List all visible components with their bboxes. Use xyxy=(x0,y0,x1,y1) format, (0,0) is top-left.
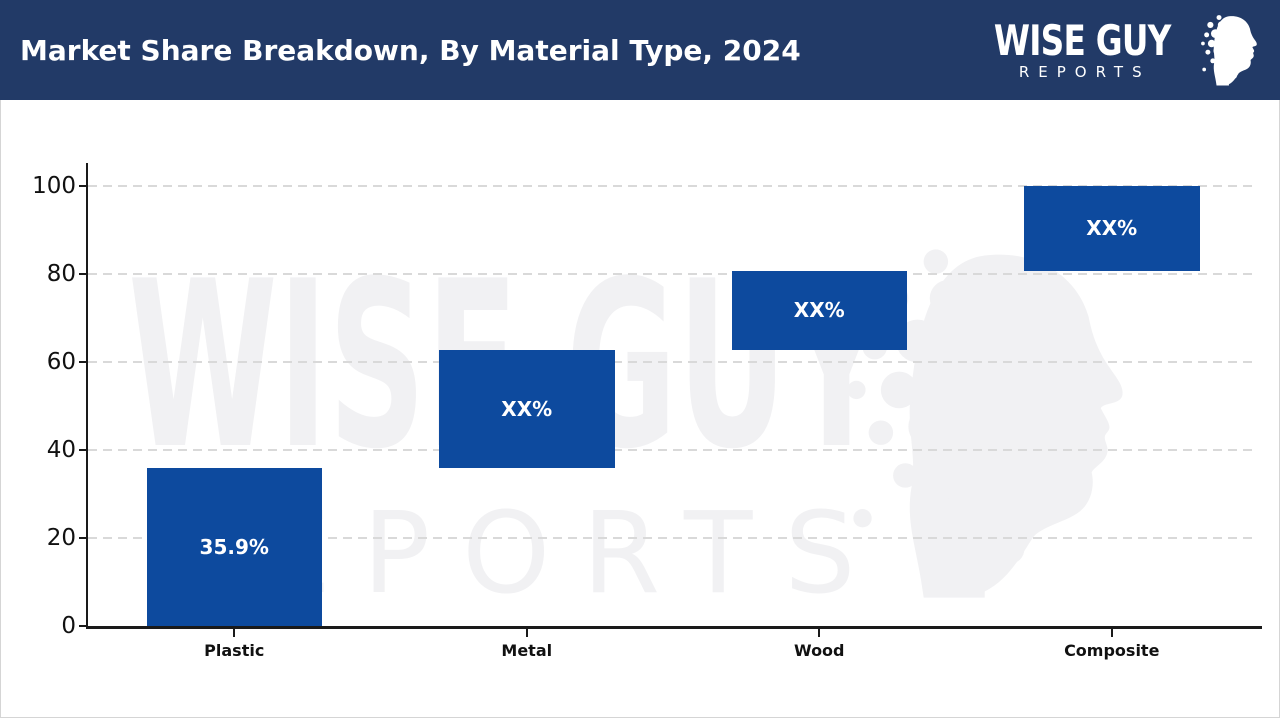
wiseguy-head-icon xyxy=(1201,15,1257,86)
x-tick-label-composite: Composite xyxy=(1064,641,1160,660)
x-tick-wood xyxy=(818,629,821,637)
y-tick-label-100: 100 xyxy=(32,173,76,199)
bar-metal: XX% xyxy=(439,350,615,469)
plot-area: 35.9% XX% XX% XX% xyxy=(88,185,1258,626)
y-axis-line xyxy=(86,163,88,629)
wiseguy-logo-line2: REPORTS xyxy=(1018,63,1151,81)
y-tick-label-20: 20 xyxy=(46,525,76,551)
x-tick-label-plastic: Plastic xyxy=(204,641,265,660)
wiseguy-logo-text: WISE GUY REPORTS xyxy=(969,20,1196,80)
chart-title: Market Share Breakdown, By Material Type… xyxy=(20,33,801,67)
x-tick-composite xyxy=(1110,629,1113,637)
wiseguy-logo-line1: WISE GUY xyxy=(994,16,1172,65)
bar-plastic: 35.9% xyxy=(146,468,322,626)
bar-value-label-plastic: 35.9% xyxy=(199,535,269,559)
y-tick-80 xyxy=(79,273,87,275)
bar-value-label-wood: XX% xyxy=(793,298,845,323)
y-tick-60 xyxy=(79,361,87,363)
header-bar: Market Share Breakdown, By Material Type… xyxy=(0,0,1280,100)
gridline-20 xyxy=(88,537,1258,539)
wiseguy-logo: WISE GUY REPORTS xyxy=(969,0,1266,100)
y-tick-label-0: 0 xyxy=(61,613,76,639)
bar-composite: XX% xyxy=(1024,186,1200,271)
y-tick-20 xyxy=(79,537,87,539)
x-tick-metal xyxy=(525,629,528,637)
x-tick-label-metal: Metal xyxy=(501,641,553,660)
x-tick-label-wood: Wood xyxy=(793,641,845,660)
x-tick-plastic xyxy=(233,629,236,637)
bar-value-label-metal: XX% xyxy=(501,397,553,422)
gridline-80 xyxy=(88,273,1258,275)
bar-wood: XX% xyxy=(731,270,907,350)
page-border-bottom xyxy=(0,717,1280,718)
y-tick-label-40: 40 xyxy=(46,437,76,463)
y-tick-40 xyxy=(79,449,87,451)
y-tick-100 xyxy=(79,185,87,187)
gridline-60 xyxy=(88,361,1258,363)
x-axis-line xyxy=(88,626,1262,629)
y-tick-label-80: 80 xyxy=(46,261,76,287)
y-tick-label-60: 60 xyxy=(46,349,76,375)
page-border-left xyxy=(0,100,1,718)
gridline-100 xyxy=(88,185,1258,187)
bar-value-label-composite: XX% xyxy=(1086,216,1138,241)
gridline-40 xyxy=(88,449,1258,451)
y-tick-0 xyxy=(79,625,87,627)
